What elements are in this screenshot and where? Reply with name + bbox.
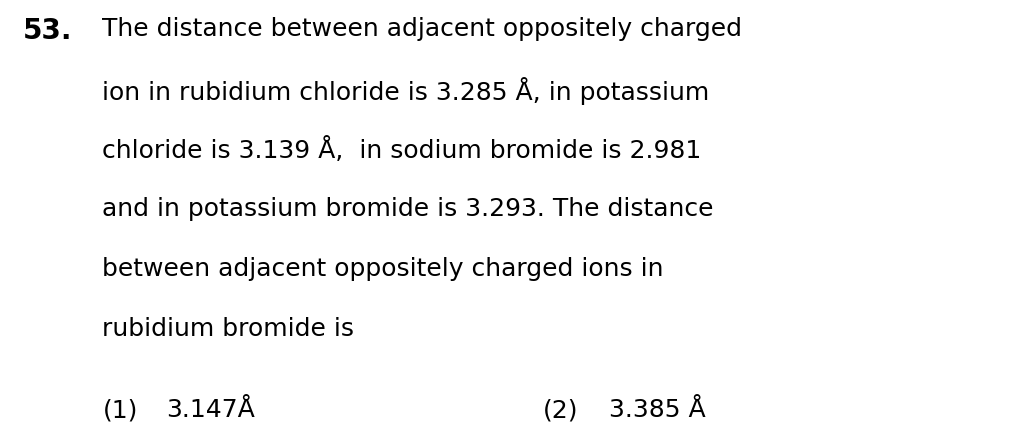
Text: and in potassium bromide is 3.293. The distance: and in potassium bromide is 3.293. The d… xyxy=(102,197,714,221)
Text: rubidium bromide is: rubidium bromide is xyxy=(102,317,354,341)
Text: (2): (2) xyxy=(543,398,579,422)
Text: 53.: 53. xyxy=(23,17,72,46)
Text: between adjacent oppositely charged ions in: between adjacent oppositely charged ions… xyxy=(102,257,664,281)
Text: chloride is 3.139 Å,  in sodium bromide is 2.981: chloride is 3.139 Å, in sodium bromide i… xyxy=(102,137,701,163)
Text: 3.385 Å: 3.385 Å xyxy=(609,398,706,422)
Text: (1): (1) xyxy=(102,398,138,422)
Text: 3.147Å: 3.147Å xyxy=(166,398,255,422)
Text: ion in rubidium chloride is 3.285 Å, in potassium: ion in rubidium chloride is 3.285 Å, in … xyxy=(102,77,710,105)
Text: The distance between adjacent oppositely charged: The distance between adjacent oppositely… xyxy=(102,17,742,41)
